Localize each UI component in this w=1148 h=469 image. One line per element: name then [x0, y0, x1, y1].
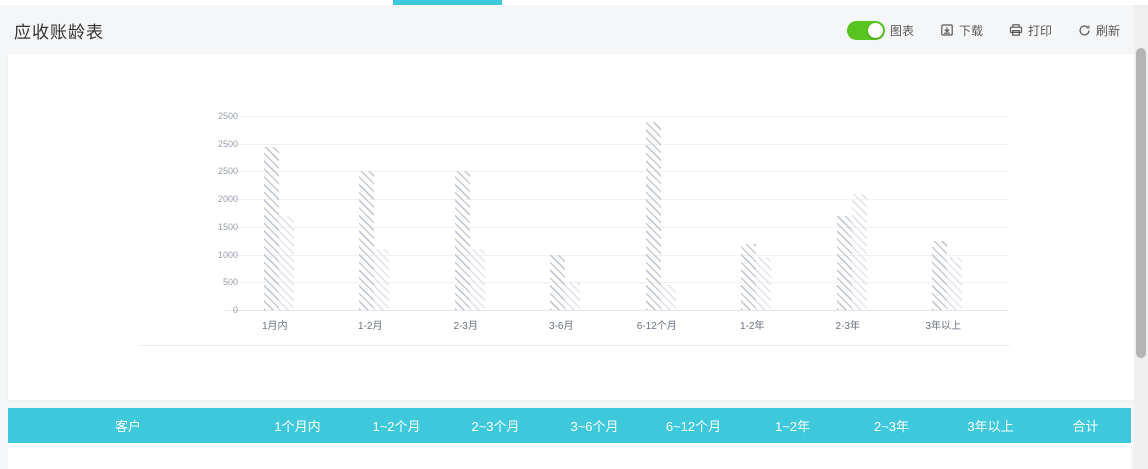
bar-series-1 — [550, 254, 566, 310]
page-header: 应收账龄表 图表 下载 — [0, 5, 1134, 55]
y-gridline — [225, 199, 1008, 201]
bar-series-1 — [932, 240, 948, 310]
bar-series-2 — [565, 282, 581, 310]
y-axis-tick-label: 500 — [222, 277, 238, 288]
table-header-cell: 1~2年 — [774, 419, 811, 434]
table-header-cell: 3年以上 — [967, 419, 1014, 434]
table-header-cell: 3~6个月 — [570, 419, 619, 434]
table-first-row — [8, 443, 1131, 469]
y-gridline — [225, 282, 1008, 284]
top-loading-indicator — [393, 0, 502, 5]
bar-series-2 — [660, 285, 676, 310]
y-axis-tick-label: 1000 — [217, 249, 238, 260]
table-header-cell: 2~3年 — [873, 419, 910, 434]
toggle-knob — [867, 22, 883, 38]
y-axis-tick-label: 2000 — [217, 194, 238, 205]
y-gridline — [225, 116, 1008, 117]
print-label: 打印 — [1027, 23, 1052, 38]
download-label: 下载 — [958, 23, 983, 38]
y-axis-tick-label: 2500 — [217, 166, 238, 177]
x-axis-line — [225, 310, 1008, 311]
chart-toggle-switch[interactable] — [846, 20, 885, 40]
bar-series-2 — [756, 257, 772, 310]
table-header-cell: 6~12个月 — [665, 419, 722, 434]
x-axis-category-label: 3年以上 — [925, 321, 962, 332]
y-axis-tick-label: 0 — [232, 305, 238, 315]
bar-series-1 — [645, 121, 661, 310]
table-header-cell: 合计 — [1072, 419, 1099, 434]
x-axis-category-label: 6-12个月 — [636, 321, 677, 332]
bar-series-1 — [359, 171, 375, 310]
top-bar — [0, 0, 1148, 5]
table-header-cell: 1个月内 — [274, 419, 321, 434]
bar-series-2 — [278, 215, 294, 310]
refresh-button[interactable]: 刷新 — [1078, 22, 1120, 39]
x-axis-category-label: 3-6月 — [549, 321, 574, 332]
bar-series-2 — [374, 249, 390, 310]
y-axis-tick-label: 2500 — [217, 138, 238, 149]
print-button[interactable]: 打印 — [1009, 22, 1052, 39]
bar-series-1 — [263, 146, 279, 310]
chart-card: 0 500 1000 1500 2000 2500 2500 2500 1月内 1-2月 2-3月 3… — [8, 54, 1134, 400]
print-icon — [1009, 23, 1023, 37]
vertical-scrollbar-track[interactable] — [1134, 5, 1148, 469]
bar-series-1 — [454, 171, 470, 310]
download-button[interactable]: 下载 — [940, 22, 983, 39]
bar-series-2 — [469, 249, 485, 310]
aging-bar-chart: 0 500 1000 1500 2000 2500 2500 2500 1月内 1-2月 2-3月 3… — [8, 54, 1134, 400]
page-title: 应收账龄表 — [14, 22, 104, 42]
x-axis-category-label: 1-2年 — [740, 321, 765, 332]
table-header-cell: 2~3个月 — [471, 419, 520, 434]
y-gridline — [225, 254, 1008, 256]
table-header-cell: 1~2个月 — [372, 419, 421, 434]
x-axis-category-label: 2-3年 — [835, 321, 860, 332]
bar-series-1 — [741, 243, 757, 310]
x-axis-category-label: 1月内 — [261, 321, 288, 332]
bar-series-2 — [851, 193, 867, 310]
chart-toggle-label: 图表 — [889, 23, 914, 38]
download-icon — [940, 23, 954, 37]
y-gridline — [225, 226, 1008, 228]
y-gridline — [225, 143, 1008, 145]
chart-toggle-group: 图表 — [846, 20, 914, 40]
chart-bottom-divider — [138, 345, 1010, 346]
bar-series-1 — [836, 215, 852, 310]
x-axis-category-label: 2-3月 — [453, 321, 478, 332]
x-axis-category-label: 1-2月 — [358, 321, 383, 332]
bar-series-2 — [947, 257, 963, 310]
table-header-cell: 客户 — [114, 419, 141, 434]
y-axis-tick-label: 2500 — [217, 111, 238, 121]
toolbar: 图表 下载 打印 — [846, 20, 1120, 40]
y-gridline — [225, 171, 1008, 173]
aging-table-header: 客户 1个月内 1~2个月 2~3个月 3~6个月 6~12个月 1~2年 2~3年 3年以上 合… — [8, 408, 1131, 443]
vertical-scrollbar-thumb[interactable] — [1136, 48, 1146, 358]
refresh-icon — [1078, 24, 1091, 37]
refresh-label: 刷新 — [1095, 23, 1120, 38]
y-axis-tick-label: 1500 — [217, 221, 238, 232]
